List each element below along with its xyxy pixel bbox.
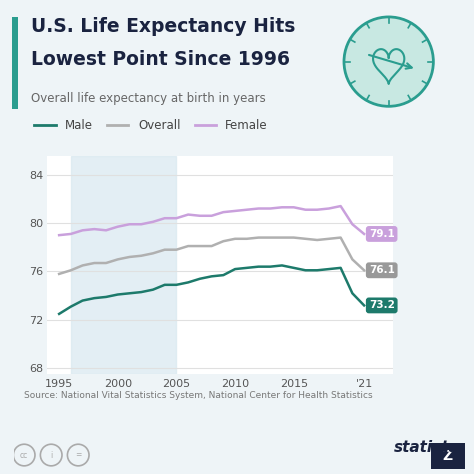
Text: 76.1: 76.1 — [369, 265, 395, 275]
Text: U.S. Life Expectancy Hits: U.S. Life Expectancy Hits — [31, 17, 295, 36]
Bar — [71, 156, 176, 374]
Text: statista: statista — [394, 440, 460, 455]
Text: Lowest Point Since 1996: Lowest Point Since 1996 — [31, 50, 290, 69]
Text: 79.1: 79.1 — [369, 229, 394, 239]
Text: Z: Z — [443, 449, 453, 463]
Text: Source: National Vital Statistics System, National Center for Health Statistics: Source: National Vital Statistics System… — [24, 391, 372, 400]
Text: =: = — [75, 451, 82, 459]
Circle shape — [344, 17, 433, 106]
Text: i: i — [50, 451, 52, 459]
Text: Overall life expectancy at birth in years: Overall life expectancy at birth in year… — [31, 92, 265, 105]
Legend: Male, Overall, Female: Male, Overall, Female — [29, 114, 273, 137]
Text: cc: cc — [20, 451, 28, 459]
Text: 73.2: 73.2 — [369, 301, 395, 310]
